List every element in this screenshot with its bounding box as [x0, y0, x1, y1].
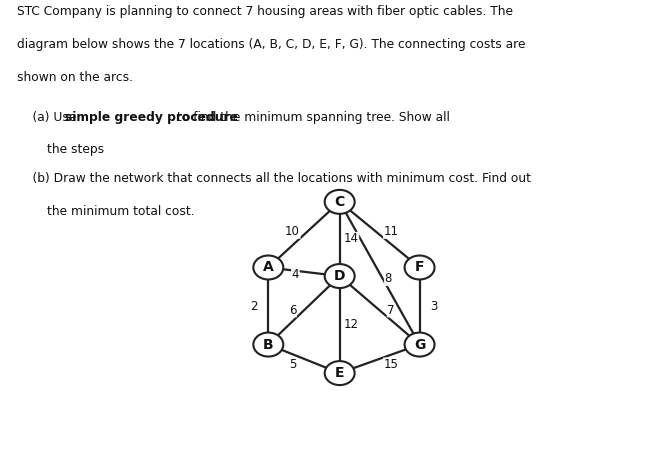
Ellipse shape: [404, 333, 434, 357]
Ellipse shape: [253, 333, 283, 357]
Text: 2: 2: [250, 299, 258, 313]
Ellipse shape: [325, 190, 354, 214]
Ellipse shape: [253, 255, 283, 280]
Text: 14: 14: [344, 232, 358, 246]
Text: STC Company is planning to connect 7 housing areas with fiber optic cables. The: STC Company is planning to connect 7 hou…: [17, 5, 513, 19]
Text: the steps: the steps: [47, 143, 104, 156]
Text: 10: 10: [285, 225, 300, 238]
Text: D: D: [334, 269, 346, 283]
Text: 6: 6: [289, 304, 296, 317]
Text: (b) Draw the network that connects all the locations with minimum cost. Find out: (b) Draw the network that connects all t…: [17, 172, 531, 185]
Text: the minimum total cost.: the minimum total cost.: [47, 205, 194, 218]
Text: B: B: [263, 337, 274, 352]
Text: diagram below shows the 7 locations (A, B, C, D, E, F, G). The connecting costs : diagram below shows the 7 locations (A, …: [17, 38, 525, 51]
Text: 7: 7: [388, 304, 395, 317]
Text: to find the minimum spanning tree. Show all: to find the minimum spanning tree. Show …: [173, 111, 450, 124]
Text: G: G: [414, 337, 426, 352]
Text: 4: 4: [292, 268, 299, 281]
Text: simple greedy procedure: simple greedy procedure: [65, 111, 238, 124]
Text: 12: 12: [344, 318, 358, 331]
Text: 5: 5: [289, 358, 296, 371]
Text: 8: 8: [384, 272, 392, 285]
Text: A: A: [263, 260, 274, 275]
Ellipse shape: [325, 361, 354, 385]
Text: E: E: [335, 366, 344, 380]
Text: shown on the arcs.: shown on the arcs.: [17, 71, 133, 84]
Text: 11: 11: [384, 225, 398, 238]
Ellipse shape: [325, 264, 354, 288]
Text: (a) Use: (a) Use: [17, 111, 80, 124]
Ellipse shape: [404, 255, 434, 280]
Text: 15: 15: [384, 358, 398, 371]
Text: 3: 3: [430, 299, 438, 313]
Text: F: F: [415, 260, 424, 275]
Text: C: C: [334, 195, 345, 209]
